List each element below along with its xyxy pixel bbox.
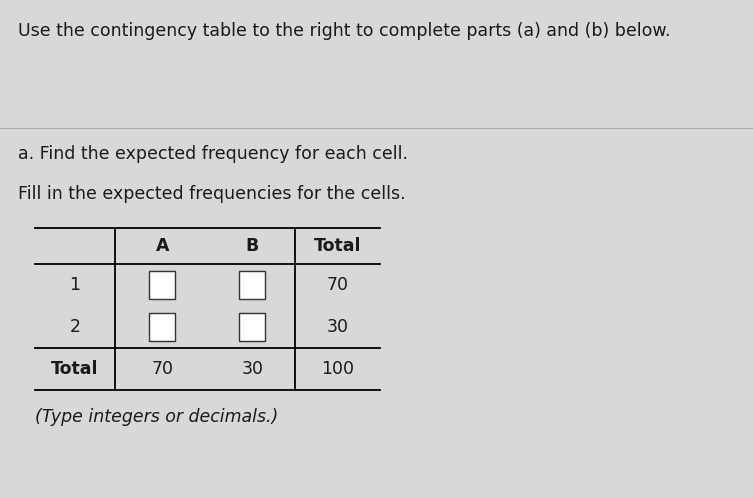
Text: 30: 30 [242,360,264,378]
Text: A: A [156,237,169,255]
Bar [150,313,175,341]
Text: 100: 100 [321,360,354,378]
Text: B: B [246,237,259,255]
Text: a. Find the expected frequency for each cell.: a. Find the expected frequency for each … [18,145,408,163]
Text: 70: 70 [151,360,173,378]
Text: 2: 2 [69,318,81,336]
Bar [239,271,266,299]
Text: Total: Total [51,360,99,378]
Bar [150,271,175,299]
Text: 1: 1 [69,276,81,294]
Text: 70: 70 [327,276,349,294]
Bar [239,313,266,341]
Text: Total: Total [314,237,361,255]
Text: (Type integers or decimals.): (Type integers or decimals.) [35,408,279,426]
Text: 30: 30 [327,318,349,336]
Text: Use the contingency table to the right to complete parts (a) and (b) below.: Use the contingency table to the right t… [18,22,670,40]
Text: Fill in the expected frequencies for the cells.: Fill in the expected frequencies for the… [18,185,406,203]
